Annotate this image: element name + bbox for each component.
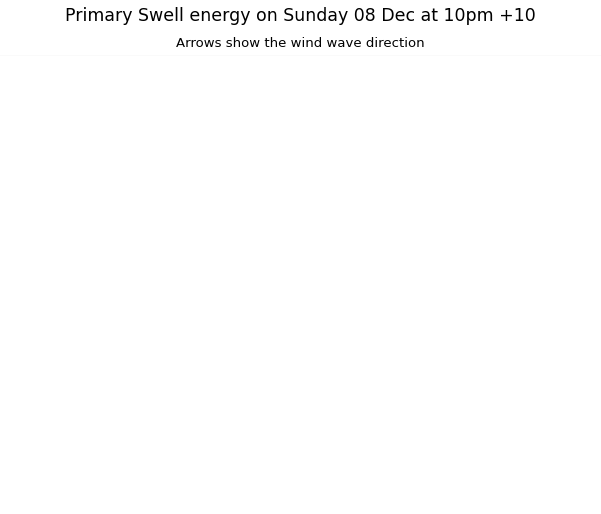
- Text: Cartopy required: Cartopy required: [230, 271, 371, 289]
- Text: Arrows show the wind wave direction: Arrows show the wind wave direction: [176, 37, 425, 50]
- Text: Primary Swell energy on Sunday 08 Dec at 10pm +10: Primary Swell energy on Sunday 08 Dec at…: [65, 7, 536, 25]
